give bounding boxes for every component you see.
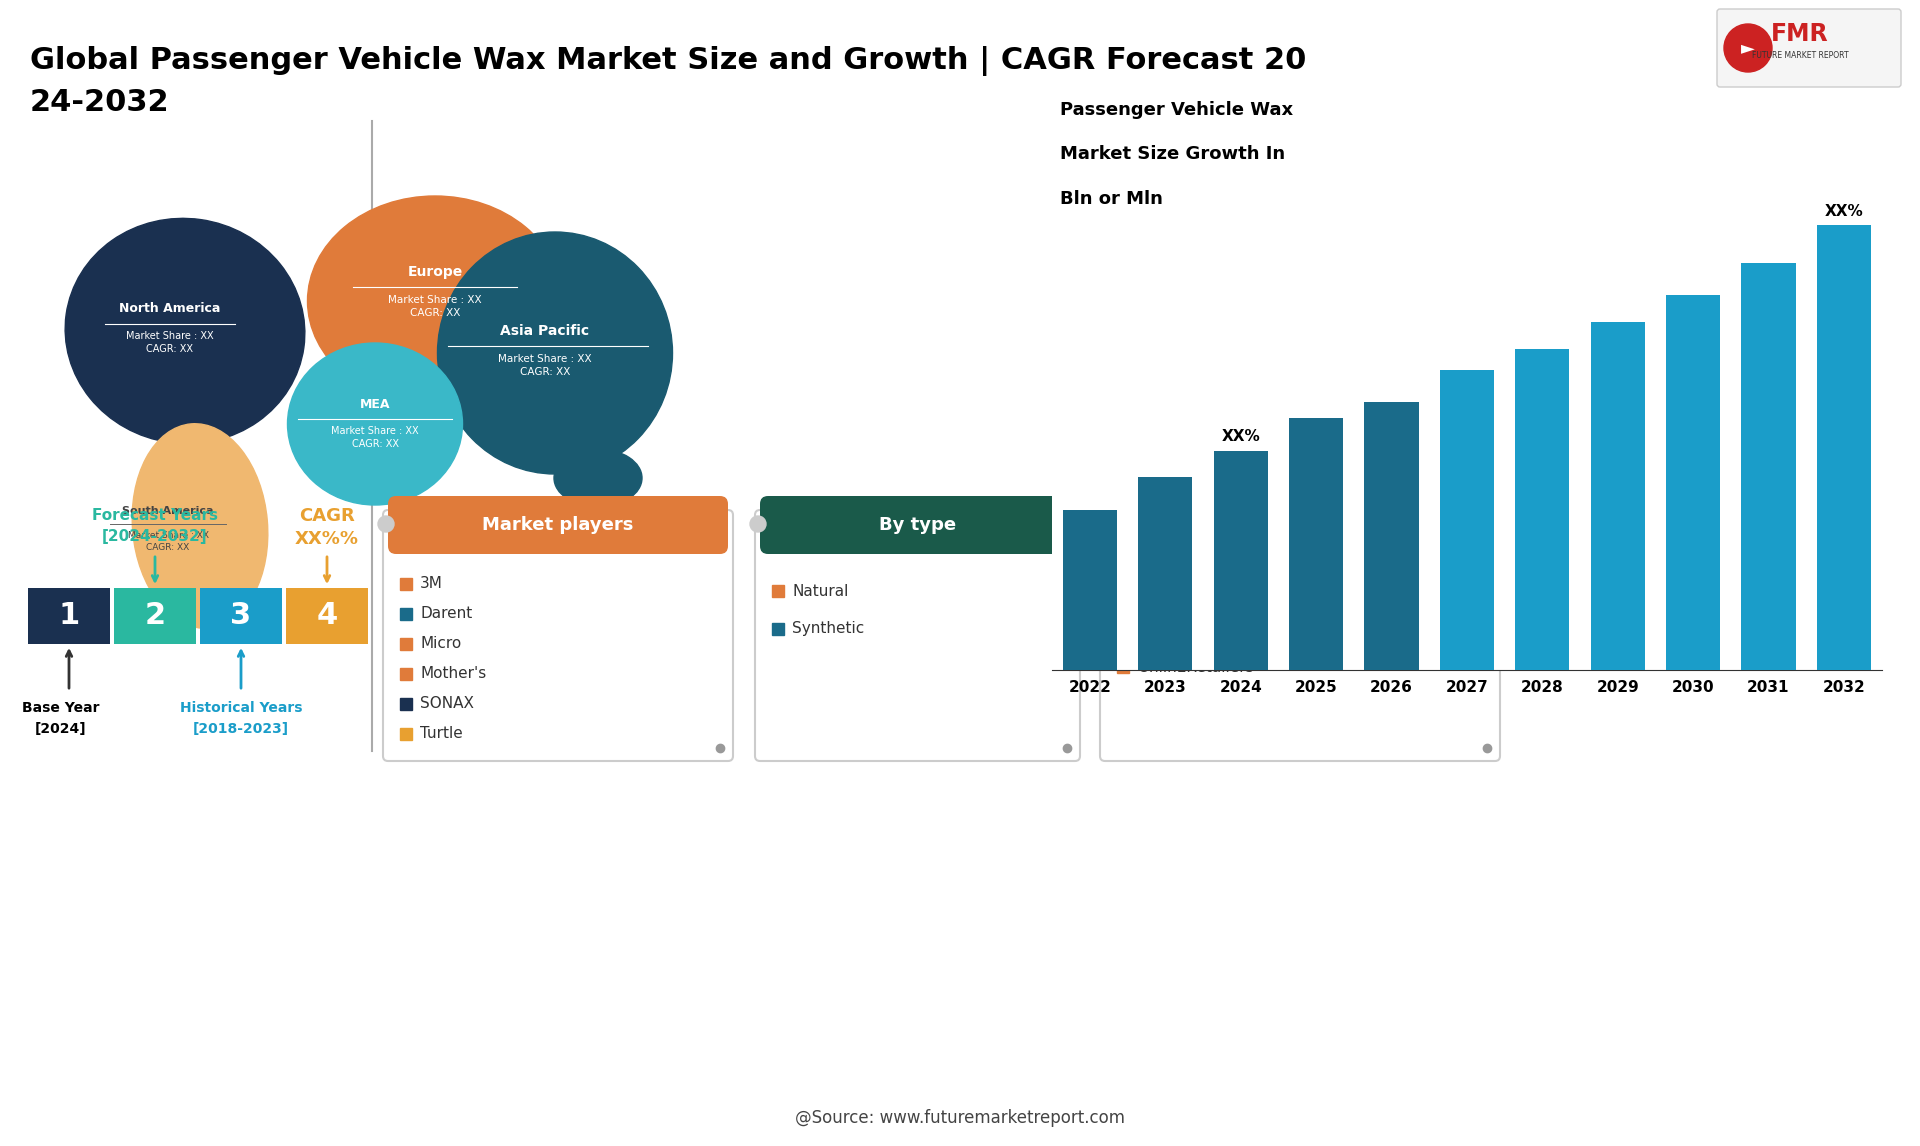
Text: Passenger Vehicle Wax: Passenger Vehicle Wax bbox=[1060, 101, 1292, 118]
Text: Market players: Market players bbox=[482, 516, 634, 534]
Text: Market Share : XX: Market Share : XX bbox=[388, 295, 482, 305]
Text: Global Passenger Vehicle Wax Market Size and Growth | CAGR Forecast 20: Global Passenger Vehicle Wax Market Size… bbox=[31, 46, 1306, 76]
FancyBboxPatch shape bbox=[388, 496, 728, 554]
Circle shape bbox=[378, 516, 394, 532]
Bar bbox=[1667, 295, 1720, 670]
Text: Synthetic: Synthetic bbox=[791, 621, 864, 636]
Text: South America: South America bbox=[123, 507, 213, 516]
Text: Europe: Europe bbox=[407, 265, 463, 278]
Bar bbox=[1515, 348, 1569, 670]
Text: Forecast Years: Forecast Years bbox=[92, 509, 219, 524]
Text: Turtle: Turtle bbox=[420, 727, 463, 741]
FancyBboxPatch shape bbox=[1716, 9, 1901, 87]
Text: Market Share : XX: Market Share : XX bbox=[330, 426, 419, 435]
Text: 2: 2 bbox=[144, 602, 165, 630]
FancyBboxPatch shape bbox=[286, 588, 369, 644]
Text: Market Share : XX: Market Share : XX bbox=[127, 331, 213, 342]
Circle shape bbox=[1094, 516, 1112, 532]
Text: 3: 3 bbox=[230, 602, 252, 630]
Text: OnlinERetailers: OnlinERetailers bbox=[1137, 659, 1254, 675]
Text: MEA: MEA bbox=[359, 398, 390, 410]
Text: Darent: Darent bbox=[420, 606, 472, 621]
Circle shape bbox=[751, 516, 766, 532]
Text: ►: ► bbox=[1741, 39, 1755, 57]
Ellipse shape bbox=[288, 343, 463, 505]
Bar bbox=[1440, 370, 1494, 670]
Text: CAGR: XX: CAGR: XX bbox=[409, 308, 461, 317]
Bar bbox=[1741, 262, 1795, 670]
FancyBboxPatch shape bbox=[755, 510, 1079, 761]
Text: 3M: 3M bbox=[420, 576, 444, 591]
FancyBboxPatch shape bbox=[29, 588, 109, 644]
Text: SONAX: SONAX bbox=[420, 697, 474, 712]
Text: North America: North America bbox=[119, 301, 221, 314]
Ellipse shape bbox=[307, 196, 563, 406]
Bar bbox=[1288, 418, 1344, 670]
Text: CAGR: XX: CAGR: XX bbox=[520, 367, 570, 377]
Bar bbox=[1590, 322, 1645, 670]
FancyBboxPatch shape bbox=[382, 510, 733, 761]
Bar bbox=[1062, 510, 1117, 670]
FancyBboxPatch shape bbox=[760, 496, 1075, 554]
Text: XX%: XX% bbox=[1824, 204, 1862, 219]
Text: XX%%: XX%% bbox=[296, 529, 359, 548]
Text: [2024]: [2024] bbox=[35, 722, 86, 736]
Text: Asia Pacific: Asia Pacific bbox=[501, 324, 589, 338]
Circle shape bbox=[1724, 24, 1772, 72]
Text: Micro: Micro bbox=[420, 636, 461, 651]
Text: CAGR: XX: CAGR: XX bbox=[146, 344, 194, 354]
FancyBboxPatch shape bbox=[1106, 496, 1496, 554]
Text: [2024-2032]: [2024-2032] bbox=[102, 528, 207, 543]
Text: 24-2032: 24-2032 bbox=[31, 88, 169, 117]
Text: 4: 4 bbox=[317, 602, 338, 630]
FancyBboxPatch shape bbox=[1100, 510, 1500, 761]
Bar bbox=[1139, 478, 1192, 670]
Bar bbox=[1816, 226, 1872, 670]
FancyBboxPatch shape bbox=[113, 588, 196, 644]
Text: @Source: www.futuremarketreport.com: @Source: www.futuremarketreport.com bbox=[795, 1109, 1125, 1127]
Ellipse shape bbox=[65, 219, 305, 444]
Ellipse shape bbox=[555, 449, 641, 507]
Text: Market Share : XX: Market Share : XX bbox=[497, 354, 591, 364]
Text: Market Share : XX: Market Share : XX bbox=[127, 532, 209, 541]
Ellipse shape bbox=[438, 231, 672, 474]
Text: Historical Years: Historical Years bbox=[180, 701, 301, 715]
Bar bbox=[1213, 450, 1267, 670]
Bar bbox=[1365, 402, 1419, 670]
Text: Mother's: Mother's bbox=[420, 667, 486, 682]
Text: By application: By application bbox=[1229, 516, 1373, 534]
Text: Natural: Natural bbox=[791, 583, 849, 598]
Text: FUTURE MARKET REPORT: FUTURE MARKET REPORT bbox=[1751, 52, 1849, 61]
Text: 1: 1 bbox=[58, 602, 79, 630]
Text: AutomotivEPartsStores: AutomotivEPartsStores bbox=[1137, 583, 1313, 598]
Ellipse shape bbox=[132, 424, 267, 628]
Text: By type: By type bbox=[879, 516, 956, 534]
Text: Bln or Mln: Bln or Mln bbox=[1060, 189, 1164, 207]
Text: Base Year: Base Year bbox=[23, 701, 100, 715]
Text: DepartmentStoresandSu: DepartmentStoresandSu bbox=[1137, 621, 1327, 636]
Text: CAGR: XX: CAGR: XX bbox=[351, 439, 399, 449]
Text: CAGR: CAGR bbox=[300, 507, 355, 525]
Text: XX%: XX% bbox=[1221, 429, 1260, 444]
FancyBboxPatch shape bbox=[200, 588, 282, 644]
Text: [2018-2023]: [2018-2023] bbox=[192, 722, 290, 736]
Text: FMR: FMR bbox=[1770, 22, 1830, 46]
Text: Market Size Growth In: Market Size Growth In bbox=[1060, 146, 1284, 163]
Text: CAGR: XX: CAGR: XX bbox=[146, 543, 190, 552]
